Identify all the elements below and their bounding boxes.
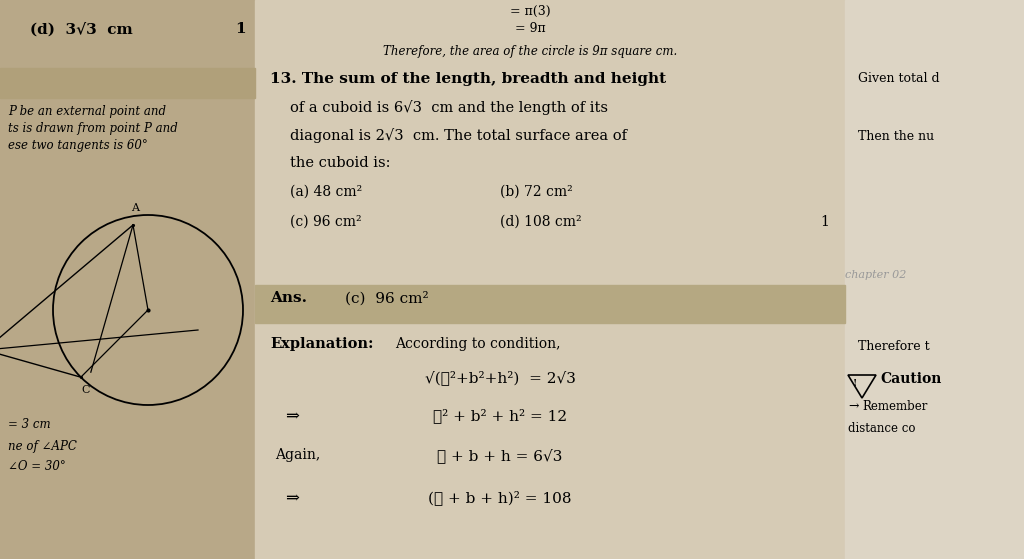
Text: distance co: distance co: [848, 422, 915, 435]
Text: = 3 cm: = 3 cm: [8, 418, 50, 431]
Text: Explanation:: Explanation:: [270, 337, 374, 351]
Text: A: A: [131, 203, 139, 213]
Text: C: C: [82, 385, 90, 395]
Text: Therefore, the area of the circle is 9π square cm.: Therefore, the area of the circle is 9π …: [383, 45, 677, 58]
Text: diagonal is 2√3  cm. The total surface area of: diagonal is 2√3 cm. The total surface ar…: [290, 128, 627, 143]
Text: Caution: Caution: [880, 372, 941, 386]
Text: ∠O = 30°: ∠O = 30°: [8, 460, 66, 473]
Text: Then the nu: Then the nu: [858, 130, 934, 143]
Bar: [845, 0, 1024, 559]
Text: ese two tangents is 60°: ese two tangents is 60°: [8, 139, 147, 152]
Text: (c)  96 cm²: (c) 96 cm²: [345, 291, 429, 305]
Text: (a) 48 cm²: (a) 48 cm²: [290, 185, 362, 199]
Text: Ans.: Ans.: [270, 291, 307, 305]
Text: ts is drawn from point P and: ts is drawn from point P and: [8, 122, 178, 135]
Text: According to condition,: According to condition,: [395, 337, 560, 351]
Bar: [255, 0, 845, 559]
Text: →: →: [848, 400, 858, 413]
Text: = 9π: = 9π: [515, 22, 546, 35]
Text: 1: 1: [234, 22, 246, 36]
Text: √(ℓ²+b²+h²)  = 2√3: √(ℓ²+b²+h²) = 2√3: [425, 370, 575, 385]
Text: Remember: Remember: [862, 400, 928, 413]
Text: ne of ∠APC: ne of ∠APC: [8, 440, 77, 453]
Bar: [0, 68, 255, 98]
Text: = π(3): = π(3): [510, 5, 550, 18]
Text: (ℓ + b + h)² = 108: (ℓ + b + h)² = 108: [428, 490, 571, 505]
Text: 13. The sum of the length, breadth and height: 13. The sum of the length, breadth and h…: [270, 72, 667, 86]
Text: !: !: [853, 379, 857, 388]
Text: ℓ + b + h = 6√3: ℓ + b + h = 6√3: [437, 448, 562, 463]
Text: (d) 108 cm²: (d) 108 cm²: [500, 215, 582, 229]
Bar: [0, 0, 255, 559]
Text: Therefore t: Therefore t: [858, 340, 930, 353]
Text: ⇒: ⇒: [285, 408, 299, 425]
Text: of a cuboid is 6√3  cm and the length of its: of a cuboid is 6√3 cm and the length of …: [290, 100, 608, 115]
Text: (b) 72 cm²: (b) 72 cm²: [500, 185, 572, 199]
Text: ⇒: ⇒: [285, 490, 299, 507]
Text: ℓ² + b² + h² = 12: ℓ² + b² + h² = 12: [433, 408, 567, 423]
Text: the cuboid is:: the cuboid is:: [290, 156, 390, 170]
Text: Given total d: Given total d: [858, 72, 940, 85]
Text: (d)  3√3  cm: (d) 3√3 cm: [30, 22, 133, 36]
Bar: [255, 285, 845, 323]
Text: chapter 02: chapter 02: [845, 270, 906, 280]
Text: Again,: Again,: [275, 448, 321, 462]
Text: (c) 96 cm²: (c) 96 cm²: [290, 215, 361, 229]
Text: P be an external point and: P be an external point and: [8, 105, 166, 118]
Text: 1: 1: [820, 215, 828, 229]
